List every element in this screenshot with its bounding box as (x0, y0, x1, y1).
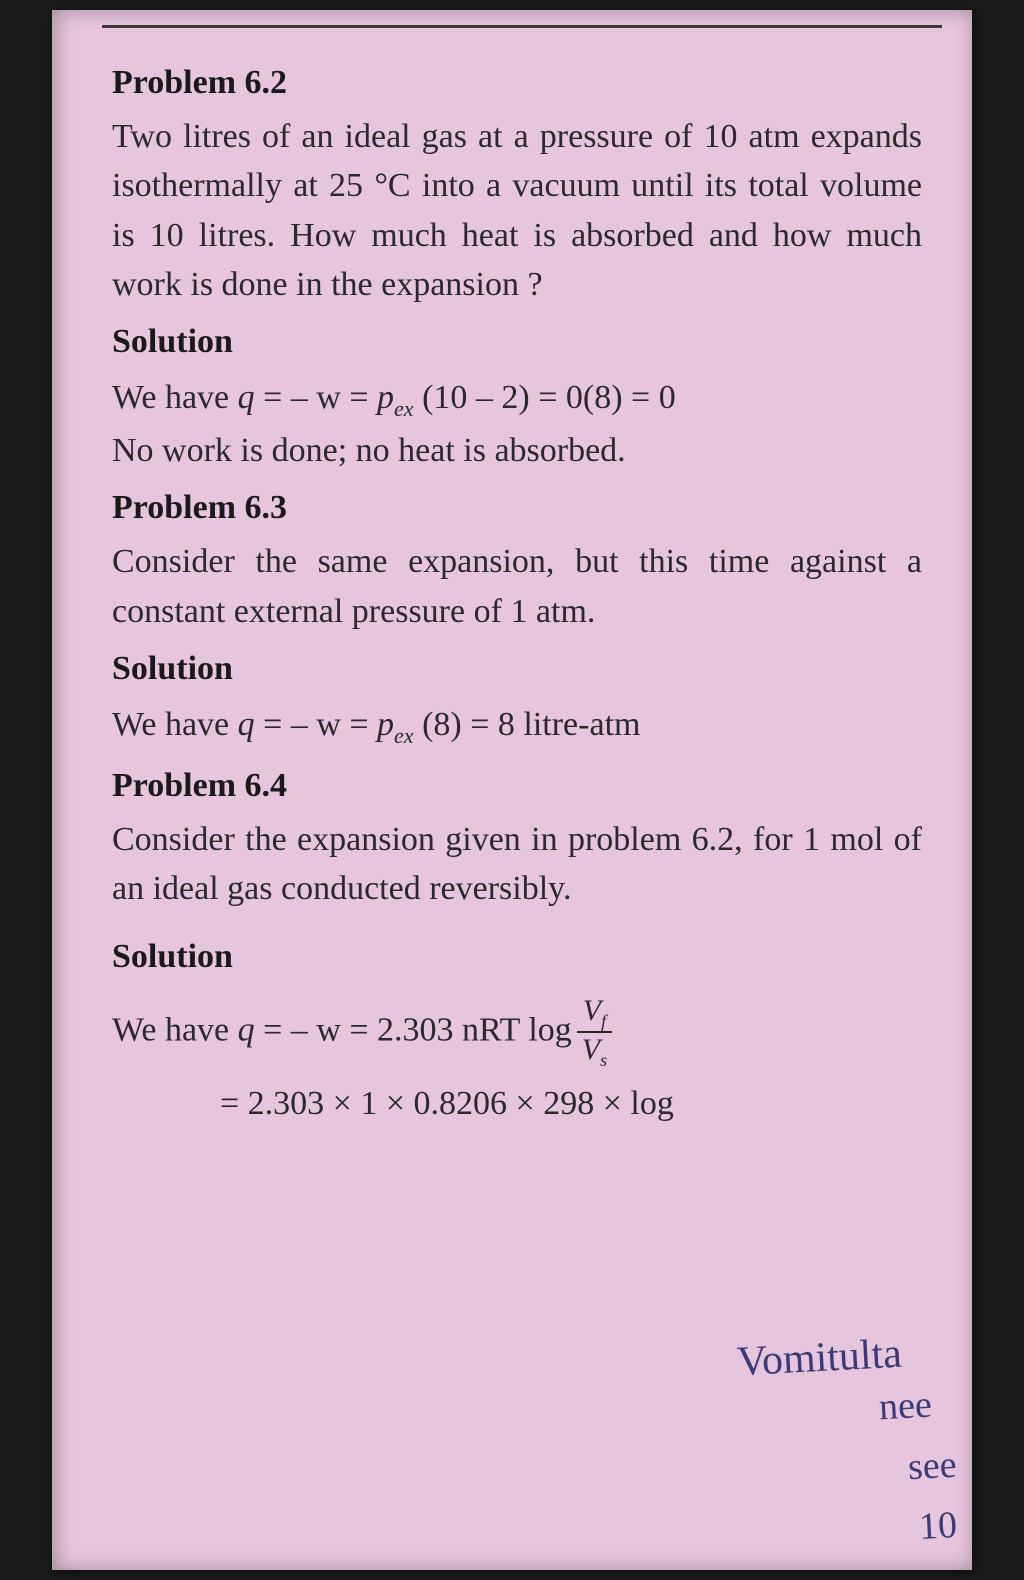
eq-p: p (377, 379, 394, 416)
eq-q: q (238, 379, 255, 416)
eq-mid: = – w = 2.303 nRT log (255, 1011, 572, 1048)
problem-62-title: Problem 6.2 (112, 64, 922, 102)
eq-p: p (377, 706, 394, 743)
solution-62-label: Solution (112, 323, 922, 361)
problem-62-text: Two litres of an ideal gas at a pressure… (112, 112, 922, 309)
frac-den: Vs (576, 1033, 613, 1071)
frac-num-sub: f (601, 1011, 606, 1031)
frac-num: Vf (577, 994, 612, 1034)
solution-63-label: Solution (112, 650, 922, 688)
eq-pre: We have (112, 706, 238, 743)
eq-mid: = – w = (255, 706, 377, 743)
eq-q: q (238, 1011, 255, 1048)
handwriting-1: Vomitulta (736, 1336, 903, 1382)
problem-63-text: Consider the same expansion, but this ti… (112, 537, 922, 636)
eq-pre: We have (112, 1011, 238, 1048)
solution-63-eq: We have q = – w = pex (8) = 8 litre-atm (112, 698, 922, 753)
eq-psub: ex (394, 723, 414, 748)
frac-den-v: V (582, 1033, 600, 1066)
solution-64-eq1: We have q = – w = 2.303 nRT log Vf Vs (112, 994, 922, 1072)
problem-63-title: Problem 6.3 (112, 489, 922, 527)
eq-pre: We have (112, 379, 238, 416)
handwriting-2: nee (878, 1389, 932, 1424)
solution-62-eq: We have q = – w = pex (10 – 2) = 0(8) = … (112, 371, 922, 426)
problem-64-title: Problem 6.4 (112, 767, 922, 805)
problem-64-text: Consider the expansion given in problem … (112, 815, 922, 914)
eq-mid: = – w = (255, 379, 377, 416)
eq-tail: (10 – 2) = 0(8) = 0 (414, 379, 676, 416)
solution-64-eq2: = 2.303 × 1 × 0.8206 × 298 × log (220, 1077, 922, 1131)
frac-den-sub: s (600, 1050, 607, 1070)
handwriting-4: 10 (918, 1509, 958, 1543)
solution-62-note: No work is done; no heat is absorbed. (112, 426, 922, 475)
solution-64-label: Solution (112, 938, 922, 976)
handwriting-3: see (908, 1449, 958, 1484)
eq-psub: ex (394, 396, 414, 421)
textbook-page: Problem 6.2 Two litres of an ideal gas a… (52, 10, 972, 1570)
frac-num-v: V (583, 994, 601, 1027)
eq-tail: (8) = 8 litre-atm (414, 706, 641, 743)
eq-fraction: Vf Vs (576, 994, 613, 1072)
eq-q: q (238, 706, 255, 743)
